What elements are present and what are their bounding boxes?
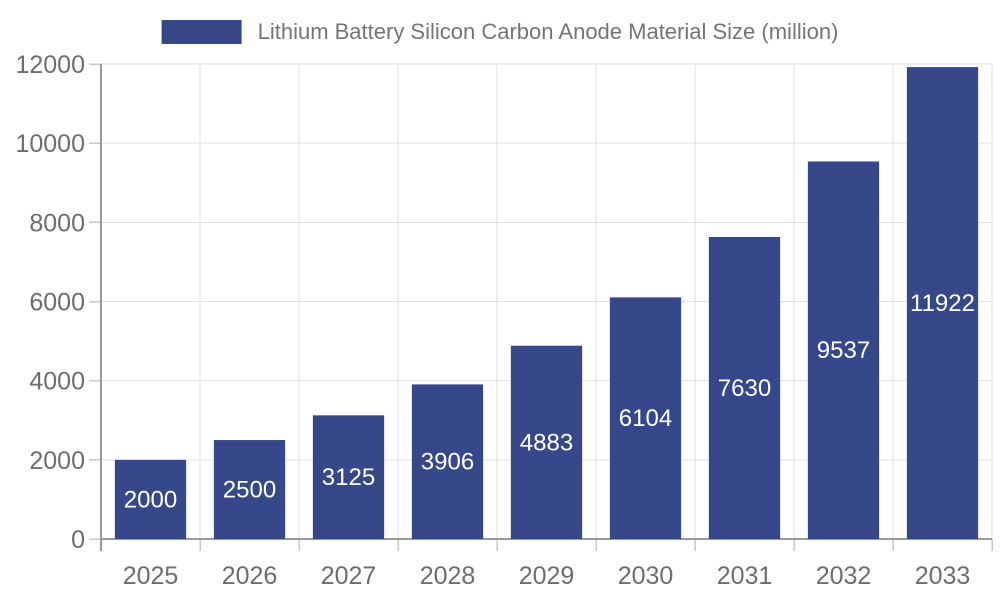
bar [906,67,979,540]
bar [312,415,385,539]
legend-label: Lithium Battery Silicon Carbon Anode Mat… [257,19,839,44]
y-tick-label: 6000 [29,289,85,317]
bar [609,297,682,539]
bar-value-label: 11922 [910,290,975,317]
x-tick-label: 2033 [915,562,971,590]
bar [708,236,781,539]
bar-value-label: 7630 [718,375,771,402]
bar-value-label: 4883 [520,429,573,456]
bar-value-label: 3125 [322,464,375,491]
y-tick-label: 0 [71,526,85,554]
x-tick-label: 2030 [618,562,674,590]
bar-value-label: 6104 [619,405,672,432]
bar-value-label: 9537 [817,337,870,364]
x-tick-label: 2032 [816,562,872,590]
x-tick-label: 2026 [222,562,278,590]
legend-swatch [161,20,242,44]
bar-value-label: 2500 [223,477,276,504]
x-tick-label: 2028 [420,562,476,590]
y-tick-label: 10000 [15,130,85,158]
x-tick-label: 2027 [321,562,377,590]
y-tick-label: 4000 [29,368,85,396]
bar [114,459,187,539]
bar-value-label: 3906 [421,449,474,476]
y-tick-label: 12000 [15,51,85,79]
x-tick-label: 2031 [717,562,773,590]
x-tick-label: 2029 [519,562,575,590]
chart-legend[interactable]: Lithium Battery Silicon Carbon Anode Mat… [161,19,839,45]
bar [411,384,484,539]
bar [510,345,583,539]
bar-value-label: 2000 [124,486,177,513]
bar [213,440,286,539]
x-tick-label: 2025 [123,562,179,590]
y-tick-label: 8000 [29,209,85,237]
bar [807,161,880,539]
y-tick-label: 2000 [29,447,85,475]
